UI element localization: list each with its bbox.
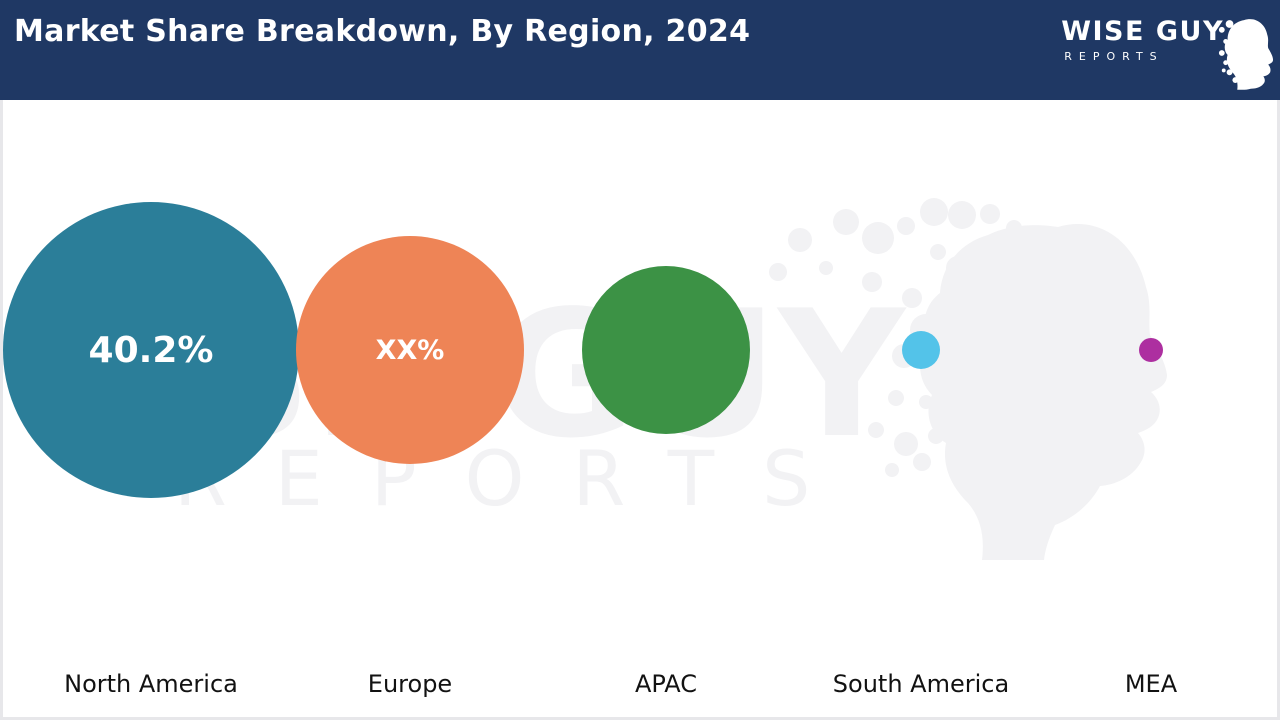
- bubble-north-america: 40.2%: [3, 202, 299, 498]
- bubble-europe: XX%: [296, 236, 524, 464]
- plot-border-bottom: [0, 717, 1280, 720]
- category-label-apac: APAC: [634, 670, 698, 698]
- page-title: Market Share Breakdown, By Region, 2024: [14, 14, 751, 49]
- wiseguy-logo: WISE GUY REPORTS: [1061, 10, 1274, 92]
- logo-subtext: REPORTS: [1064, 50, 1164, 64]
- head-icon-dots: [1218, 20, 1245, 83]
- category-label-europe: Europe: [367, 670, 453, 698]
- bubble-south-america: [902, 331, 940, 369]
- header: Market Share Breakdown, By Region, 2024 …: [0, 0, 1280, 100]
- bubble-mea: [1139, 338, 1163, 362]
- plot-border-right: [1277, 100, 1280, 720]
- wiseguy-head-icon: [1218, 19, 1274, 90]
- category-label-north-america: North America: [64, 670, 238, 698]
- category-label-mea: MEA: [1124, 670, 1178, 698]
- plot-border-left: [0, 100, 3, 720]
- logo-wordmark: WISE GUY: [1061, 16, 1224, 47]
- bubble-apac: [582, 266, 750, 434]
- category-label-south-america: South America: [832, 670, 1010, 698]
- watermark-face-icon: [920, 224, 1167, 560]
- bubble-value-north-america: 40.2%: [88, 329, 214, 371]
- watermark-subtext: REPORTS: [174, 434, 858, 523]
- bubble-value-europe: XX%: [375, 334, 445, 366]
